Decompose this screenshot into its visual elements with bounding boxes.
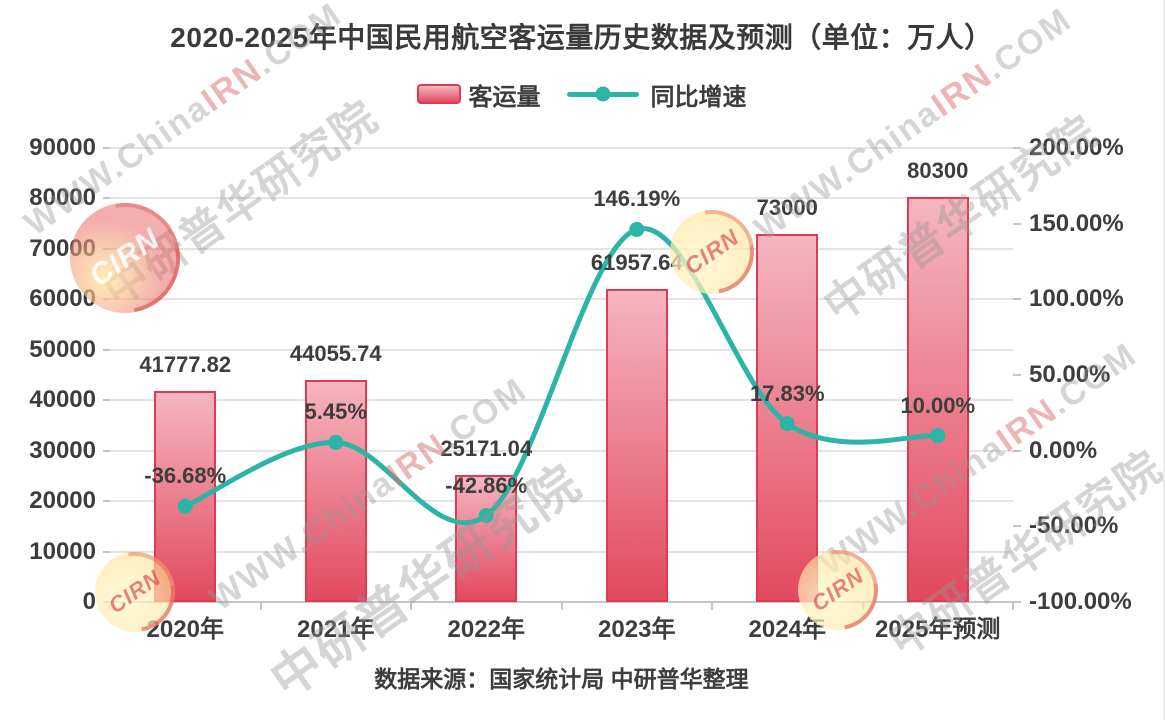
x-axis-category-label: 2022年	[447, 616, 525, 643]
legend-line-label: 同比增速	[650, 83, 747, 111]
source-note: 数据来源：国家统计局 中研普华整理	[374, 666, 749, 692]
x-axis-tick	[410, 602, 412, 610]
right-axis-tick-label: -100.00%	[1029, 588, 1132, 615]
right-axis-tick	[1013, 374, 1021, 376]
growth-value-label: 10.00%	[900, 392, 976, 418]
right-axis-tick-label: -50.00%	[1029, 512, 1119, 540]
bar-value-label: 61957.64	[590, 250, 683, 276]
x-axis-tick	[560, 602, 563, 610]
growth-value-label: 5.45%	[304, 399, 367, 425]
x-axis-tick	[259, 602, 262, 610]
right-axis-tick	[1013, 449, 1021, 452]
left-axis-tick	[103, 449, 110, 452]
left-axis-tick	[103, 197, 110, 200]
bar-value-label: 41777.82	[139, 352, 232, 378]
left-axis-tick	[103, 348, 110, 351]
legend-line-swatch-icon	[566, 86, 639, 102]
x-axis-category-label: 2025年预测	[875, 616, 1001, 643]
legend: 客运量 同比增速	[0, 80, 1163, 111]
growth-value-label: 17.83%	[749, 380, 825, 406]
right-axis-tick-label: 200.00%	[1029, 134, 1124, 161]
gridline	[110, 550, 1013, 553]
gridline	[110, 147, 1013, 149]
left-axis-tick-label: 40000	[29, 386, 96, 414]
legend-line-dot-icon	[595, 86, 610, 102]
right-axis-tick	[1013, 525, 1021, 528]
x-axis-category-label: 2023年	[598, 616, 676, 643]
right-axis-tick	[1013, 298, 1021, 301]
right-axis-tick-label: 100.00%	[1029, 285, 1124, 313]
bar-value-label: 73000	[756, 194, 818, 220]
left-axis-tick	[103, 500, 110, 503]
left-axis-tick	[103, 399, 110, 402]
growth-value-label: -42.86%	[445, 472, 528, 498]
growth-value-label: 146.19%	[593, 186, 681, 212]
right-axis-tick-label: 150.00%	[1029, 209, 1124, 237]
bar-value-label: 44055.74	[289, 340, 382, 366]
left-axis-tick	[103, 147, 110, 149]
right-axis-tick	[1013, 147, 1021, 149]
growth-value-label: -36.68%	[144, 463, 227, 489]
right-axis-tick-label: 50.00%	[1029, 361, 1111, 388]
bar-value-label: 25171.04	[440, 436, 533, 462]
right-axis-tick-label: 0.00%	[1029, 436, 1098, 464]
left-axis-tick-label: 50000	[29, 335, 96, 363]
gridline	[110, 197, 1013, 200]
left-axis-tick-label: 30000	[29, 436, 96, 464]
left-axis-tick-label: 90000	[29, 134, 96, 161]
x-axis-category-label: 2021年	[297, 616, 375, 643]
left-axis-tick-label: 0	[82, 588, 96, 615]
legend-bar-label: 客运量	[468, 83, 541, 111]
right-axis-tick	[1013, 601, 1021, 603]
x-axis-tick	[1012, 602, 1014, 610]
bar-value-label: 80300	[907, 157, 969, 183]
left-axis-tick-label: 10000	[29, 537, 96, 565]
x-axis-tick	[711, 602, 713, 610]
chart-title: 2020-2025年中国民用航空客运量历史数据及预测（单位：万人）	[170, 22, 993, 53]
right-axis-tick	[1013, 222, 1021, 225]
left-axis-tick	[103, 550, 110, 553]
legend-bar-swatch-icon	[416, 84, 461, 104]
left-axis-tick-label: 20000	[29, 487, 96, 515]
